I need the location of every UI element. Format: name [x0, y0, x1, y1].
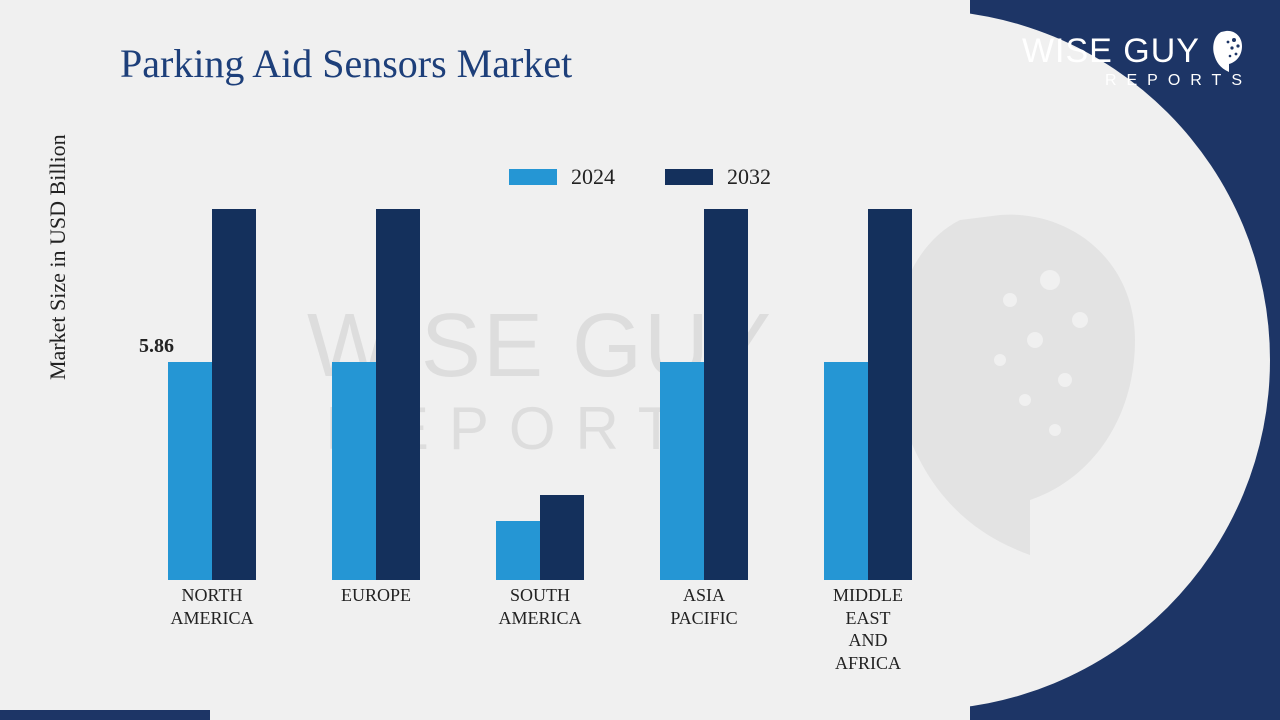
- bottom-accent-bar: [0, 710, 210, 720]
- brand-logo: WISE GUY REPORTS: [1022, 28, 1252, 90]
- bar-2024: [660, 362, 704, 580]
- logo-text-line2: REPORTS: [1022, 72, 1252, 90]
- legend: 2024 2032: [0, 164, 1280, 190]
- bar-value-label: 5.86: [139, 335, 174, 358]
- x-axis-labels: NORTHAMERICA EUROPE SOUTHAMERICA ASIAPACIFI…: [130, 584, 950, 674]
- bar-2024: [824, 362, 868, 580]
- legend-swatch-icon: [509, 169, 557, 185]
- x-category-label: EUROPE: [311, 584, 441, 674]
- x-category-label: NORTHAMERICA: [147, 584, 277, 674]
- x-category-label: ASIAPACIFIC: [639, 584, 769, 674]
- x-category-label: MIDDLEEASTANDAFRICA: [803, 584, 933, 674]
- bar-2024: [168, 362, 212, 580]
- bar-2032: [868, 209, 912, 580]
- chart-plot-area: 5.86: [130, 190, 950, 580]
- bar-group: [311, 209, 441, 580]
- page: WISE GUY REPORTS Parking Aid Sensors Mar…: [0, 0, 1280, 720]
- legend-swatch-icon: [665, 169, 713, 185]
- chart-title: Parking Aid Sensors Market: [120, 40, 572, 87]
- bar-group: [639, 209, 769, 580]
- bar-2032: [376, 209, 420, 580]
- bar-group: [475, 495, 605, 580]
- bar-2032: [540, 495, 584, 580]
- bar-2024: [496, 521, 540, 580]
- legend-label: 2032: [727, 164, 771, 190]
- bar-2032: [212, 209, 256, 580]
- legend-item-1: 2032: [665, 164, 771, 190]
- logo-head-icon: [1206, 28, 1252, 74]
- x-category-label: SOUTHAMERICA: [475, 584, 605, 674]
- bar-2032: [704, 209, 748, 580]
- legend-label: 2024: [571, 164, 615, 190]
- legend-item-0: 2024: [509, 164, 615, 190]
- bar-group: 5.86: [147, 209, 277, 580]
- logo-text-line1: WISE GUY: [1022, 32, 1200, 71]
- bar-2024: [332, 362, 376, 580]
- bar-group: [803, 209, 933, 580]
